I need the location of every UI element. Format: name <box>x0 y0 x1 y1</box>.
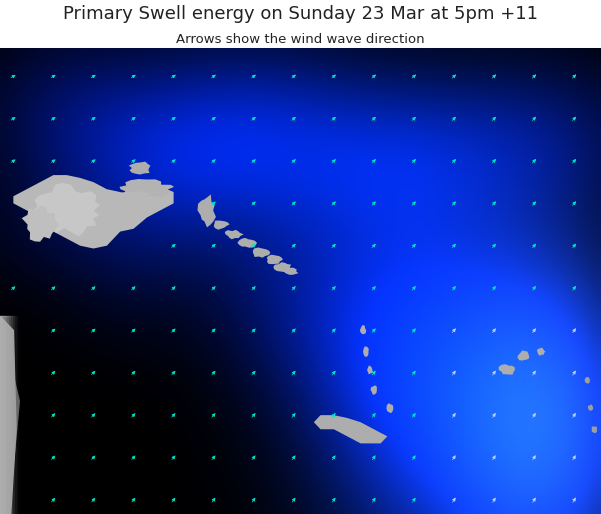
Polygon shape <box>273 262 291 272</box>
Text: Arrows show the wind wave direction: Arrows show the wind wave direction <box>176 33 425 46</box>
Polygon shape <box>22 206 59 242</box>
Polygon shape <box>386 403 394 413</box>
Polygon shape <box>0 316 16 514</box>
Polygon shape <box>370 386 377 395</box>
Polygon shape <box>0 316 6 514</box>
Polygon shape <box>363 346 369 357</box>
Polygon shape <box>253 248 270 258</box>
Polygon shape <box>120 179 174 199</box>
Polygon shape <box>0 316 14 514</box>
Polygon shape <box>517 351 529 360</box>
Polygon shape <box>129 161 150 175</box>
Polygon shape <box>237 238 257 248</box>
Polygon shape <box>585 377 590 383</box>
Polygon shape <box>360 325 366 334</box>
Text: Primary Swell energy on Sunday 23 Mar at 5pm +11: Primary Swell energy on Sunday 23 Mar at… <box>63 6 538 24</box>
Polygon shape <box>13 175 174 249</box>
Polygon shape <box>314 415 387 444</box>
Polygon shape <box>588 404 593 411</box>
Polygon shape <box>214 221 230 230</box>
Polygon shape <box>225 230 244 240</box>
Polygon shape <box>284 268 298 275</box>
Polygon shape <box>0 316 12 514</box>
Polygon shape <box>0 316 2 514</box>
Polygon shape <box>0 316 4 514</box>
Polygon shape <box>499 364 515 375</box>
Polygon shape <box>267 254 283 264</box>
Polygon shape <box>367 365 373 375</box>
Polygon shape <box>591 426 597 433</box>
Polygon shape <box>537 347 546 356</box>
Polygon shape <box>34 183 100 236</box>
Polygon shape <box>198 194 216 227</box>
Polygon shape <box>0 316 8 514</box>
Polygon shape <box>114 191 151 203</box>
Polygon shape <box>0 316 10 514</box>
Polygon shape <box>0 316 16 514</box>
Polygon shape <box>0 316 20 514</box>
